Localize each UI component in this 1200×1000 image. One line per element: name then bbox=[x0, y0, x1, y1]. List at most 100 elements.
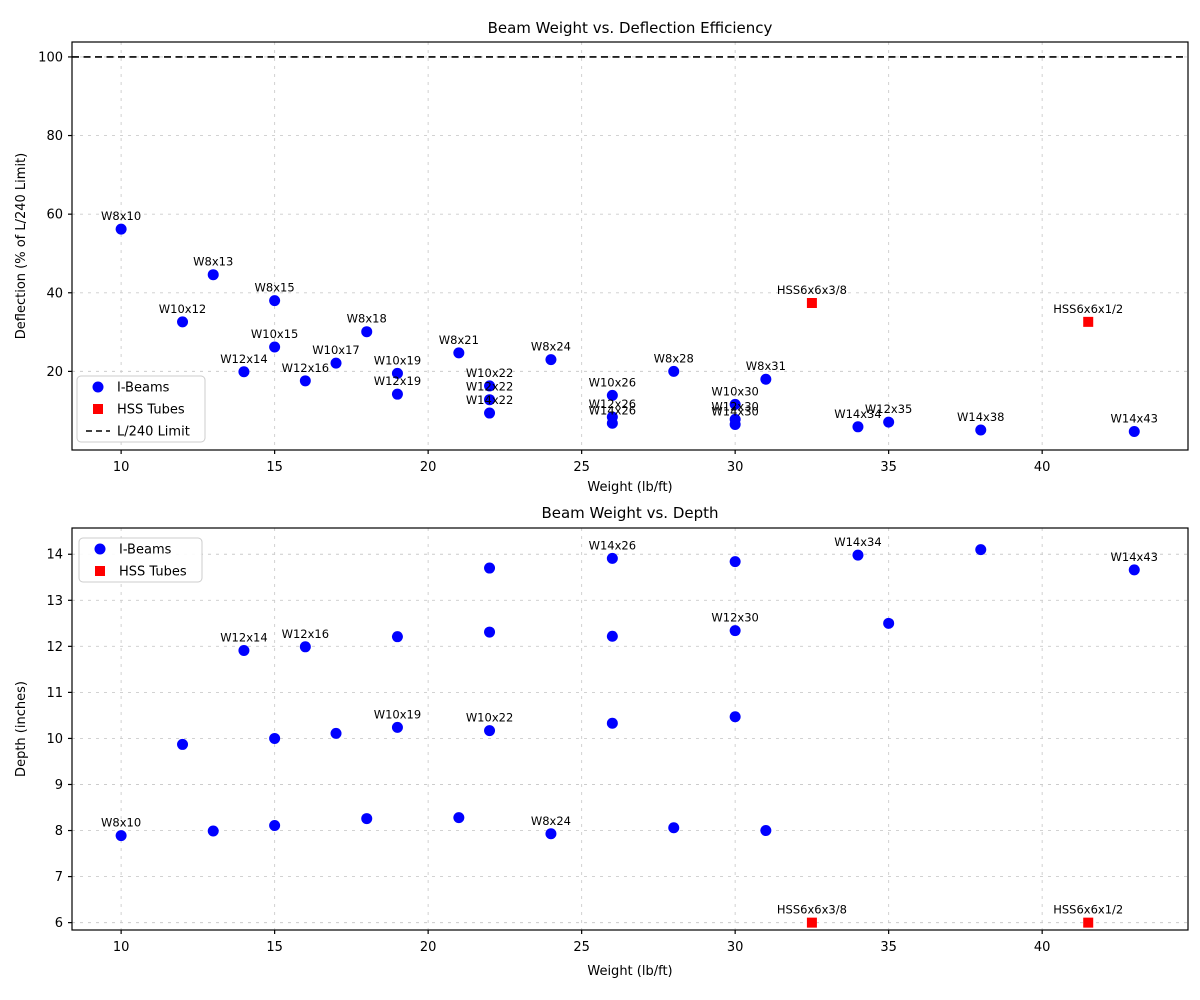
plot-area bbox=[72, 42, 1188, 450]
y-tick-label: 9 bbox=[55, 778, 63, 793]
x-tick-label: 40 bbox=[1034, 460, 1051, 475]
x-tick-label: 30 bbox=[727, 940, 744, 955]
scatter-point-hss bbox=[806, 297, 817, 308]
y-tick-label: 10 bbox=[46, 732, 63, 747]
legend-marker-square bbox=[95, 566, 105, 576]
scatter-point-hss bbox=[1083, 917, 1094, 928]
point-label: W12x16 bbox=[282, 361, 329, 375]
point-label: W8x13 bbox=[193, 255, 233, 269]
scatter-point-ibeam bbox=[330, 727, 342, 739]
legend-box bbox=[78, 537, 203, 583]
scatter-point-ibeam bbox=[484, 562, 496, 574]
y-tick-label: 100 bbox=[38, 50, 63, 65]
scatter-point-ibeam bbox=[729, 398, 741, 410]
y-tick-label: 80 bbox=[46, 129, 63, 144]
scatter-point-ibeam bbox=[729, 625, 741, 637]
scatter-point-ibeam bbox=[115, 830, 127, 842]
point-label: W10x19 bbox=[374, 353, 421, 367]
scatter-point-ibeam bbox=[269, 732, 281, 744]
scatter-point-ibeam bbox=[177, 738, 189, 750]
scatter-point-ibeam bbox=[115, 223, 127, 235]
x-axis-label: Weight (lb/ft) bbox=[587, 964, 672, 979]
x-tick-label: 20 bbox=[420, 460, 437, 475]
point-label: W14x22 bbox=[466, 393, 513, 407]
point-label: W8x10 bbox=[101, 816, 141, 830]
scatter-point-ibeam bbox=[330, 357, 342, 369]
scatter-point-ibeam bbox=[729, 556, 741, 568]
point-label: W10x30 bbox=[711, 384, 758, 398]
scatter-point-ibeam bbox=[484, 626, 496, 638]
scatter-point-ibeam bbox=[269, 341, 281, 353]
x-tick-label: 25 bbox=[573, 940, 590, 955]
point-label: W10x12 bbox=[159, 302, 206, 316]
point-label: W14x38 bbox=[957, 410, 1004, 424]
point-label: W8x24 bbox=[531, 340, 571, 354]
y-tick-label: 8 bbox=[55, 824, 63, 839]
scatter-point-ibeam bbox=[1128, 426, 1140, 438]
point-label: HSS6x6x1/2 bbox=[1053, 302, 1123, 316]
point-label: W8x15 bbox=[255, 281, 295, 295]
legend-marker-circle bbox=[94, 543, 106, 555]
scatter-point-ibeam bbox=[975, 424, 987, 436]
y-axis-label: Deflection (% of L/240 Limit) bbox=[14, 153, 29, 339]
point-label: W8x10 bbox=[101, 209, 141, 223]
point-label: W12x19 bbox=[374, 374, 421, 388]
x-tick-label: 15 bbox=[266, 940, 283, 955]
point-label: W12x35 bbox=[865, 402, 912, 416]
scatter-point-ibeam bbox=[852, 549, 864, 561]
legend-marker-circle bbox=[92, 381, 104, 393]
scatter-point-ibeam bbox=[177, 316, 189, 328]
legend-box bbox=[76, 375, 206, 443]
scatter-point-ibeam bbox=[453, 347, 465, 359]
scatter-point-ibeam bbox=[269, 295, 281, 307]
point-label: HSS6x6x3/8 bbox=[777, 903, 847, 917]
point-label: W12x26 bbox=[589, 397, 636, 411]
point-label: W12x14 bbox=[220, 630, 267, 644]
scatter-point-ibeam bbox=[391, 721, 403, 733]
scatter-point-ibeam bbox=[484, 394, 496, 406]
scatter-point-hss bbox=[1083, 316, 1094, 327]
x-axis-label: Weight (lb/ft) bbox=[587, 480, 672, 495]
point-label: W14x43 bbox=[1111, 412, 1158, 426]
x-tick-label: 20 bbox=[420, 940, 437, 955]
scatter-point-ibeam bbox=[299, 641, 311, 653]
point-label: W10x22 bbox=[466, 366, 513, 380]
y-tick-label: 11 bbox=[46, 686, 63, 701]
scatter-point-ibeam bbox=[852, 421, 864, 433]
scatter-point-ibeam bbox=[606, 389, 618, 401]
scatter-point-ibeam bbox=[361, 813, 373, 825]
point-label: W8x28 bbox=[654, 351, 694, 365]
y-axis-label: Depth (inches) bbox=[14, 681, 29, 777]
scatter-point-ibeam bbox=[453, 812, 465, 824]
y-tick-label: 20 bbox=[46, 365, 63, 380]
scatter-point-ibeam bbox=[760, 373, 772, 385]
x-tick-label: 35 bbox=[880, 460, 897, 475]
scatter-point-ibeam bbox=[606, 717, 618, 729]
point-label: W8x21 bbox=[439, 333, 479, 347]
scatter-point-ibeam bbox=[883, 416, 895, 428]
scatter-point-ibeam bbox=[1128, 564, 1140, 576]
legend-label: L/240 Limit bbox=[117, 425, 190, 440]
scatter-point-ibeam bbox=[299, 375, 311, 387]
axes-spines bbox=[71, 41, 1189, 451]
scatter-point-ibeam bbox=[238, 366, 250, 378]
scatter-point-ibeam bbox=[883, 617, 895, 629]
scatter-point-ibeam bbox=[606, 630, 618, 642]
scatter-point-ibeam bbox=[545, 828, 557, 840]
point-label: W10x22 bbox=[466, 711, 513, 725]
legend-label: I-Beams bbox=[117, 381, 170, 396]
scatter-point-ibeam bbox=[606, 417, 618, 429]
y-tick-label: 7 bbox=[55, 870, 63, 885]
point-label: W14x34 bbox=[834, 535, 881, 549]
point-label: W12x14 bbox=[220, 352, 267, 366]
scatter-point-ibeam bbox=[760, 825, 772, 837]
point-label: W8x18 bbox=[347, 312, 387, 326]
scatter-point-ibeam bbox=[361, 326, 373, 338]
point-label: W8x31 bbox=[746, 359, 786, 373]
y-tick-label: 60 bbox=[46, 208, 63, 223]
y-tick-label: 6 bbox=[55, 916, 63, 931]
scatter-point-ibeam bbox=[269, 819, 281, 831]
point-label: W10x15 bbox=[251, 327, 298, 341]
scatter-point-ibeam bbox=[484, 407, 496, 419]
